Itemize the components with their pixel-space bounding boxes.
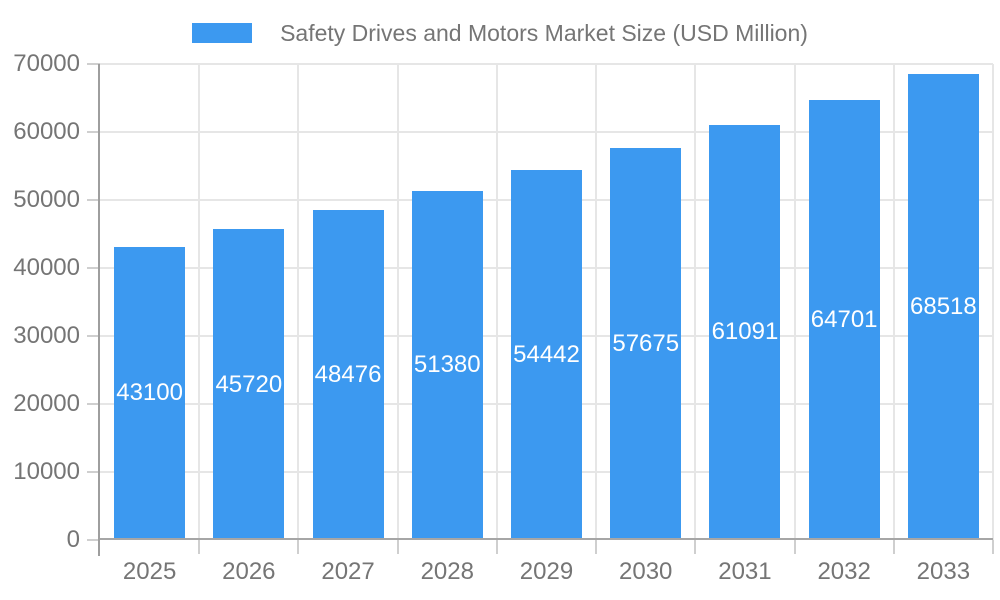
- x-axis-tick: [694, 540, 697, 554]
- bar-value-label: 54442: [513, 340, 580, 368]
- y-axis-label: 20000: [13, 390, 80, 417]
- bar-2031[interactable]: [709, 124, 781, 540]
- vertical-gridline: [892, 64, 895, 540]
- y-axis-tick: [87, 63, 100, 65]
- y-axis-tick: [87, 199, 100, 201]
- y-axis-tick: [87, 267, 100, 269]
- bar-value-label: 45720: [215, 370, 283, 398]
- bar-2029[interactable]: [511, 169, 582, 540]
- bar-value-label: 43100: [116, 379, 183, 407]
- legend-label: Safety Drives and Motors Market Size (US…: [280, 19, 808, 46]
- x-axis-label-2026: 2026: [222, 558, 276, 585]
- bar-2033[interactable]: [907, 74, 979, 540]
- vertical-gridline: [495, 64, 498, 540]
- y-axis-label: 40000: [13, 254, 80, 281]
- y-axis-tick: [87, 335, 100, 337]
- horizontal-gridline: [100, 131, 993, 133]
- vertical-gridline: [396, 64, 399, 540]
- x-axis-label-2032: 2032: [817, 558, 871, 585]
- x-axis-label-2031: 2031: [718, 558, 772, 585]
- x-axis-tick: [992, 540, 994, 554]
- y-axis-tick: [87, 539, 100, 541]
- bar-2030[interactable]: [610, 147, 682, 540]
- y-axis-label: 0: [66, 526, 80, 553]
- legend-swatch[interactable]: [192, 23, 253, 43]
- y-axis-tick: [87, 471, 100, 473]
- x-axis-tick: [495, 540, 498, 554]
- y-axis-label: 60000: [13, 118, 80, 145]
- x-axis-tick: [297, 540, 300, 554]
- bar-2025[interactable]: [114, 246, 186, 540]
- vertical-gridline: [992, 64, 994, 540]
- bar-2028[interactable]: [411, 190, 483, 540]
- bar-value-label: 68518: [910, 293, 977, 321]
- y-axis-label: 10000: [13, 458, 80, 485]
- x-axis-tick: [595, 540, 598, 554]
- bar-2027[interactable]: [312, 210, 384, 540]
- x-axis-tick: [892, 540, 895, 554]
- x-axis-label-2025: 2025: [122, 558, 177, 585]
- bar-value-label: 48476: [314, 361, 382, 389]
- bar-value-label: 64701: [810, 306, 878, 334]
- bar-2026[interactable]: [213, 229, 285, 540]
- x-axis-label-2028: 2028: [420, 558, 474, 585]
- x-axis-label-2030: 2030: [619, 558, 673, 585]
- y-axis-tick: [87, 131, 100, 133]
- y-axis-label: 30000: [13, 322, 80, 349]
- bar-2032[interactable]: [808, 100, 880, 540]
- vertical-gridline: [198, 64, 201, 540]
- y-axis-tick: [87, 403, 100, 405]
- bar-value-label: 57675: [612, 329, 680, 357]
- legend[interactable]: Safety Drives and Motors Market Size (US…: [0, 18, 1000, 48]
- vertical-gridline: [793, 64, 796, 540]
- x-axis-tick: [396, 540, 399, 554]
- vertical-gridline: [694, 64, 697, 540]
- y-axis-line: [98, 64, 100, 556]
- x-axis-label-2033: 2033: [916, 558, 971, 585]
- horizontal-gridline: [100, 63, 993, 65]
- plot-area: 0 10000 20000 30000 40000 50000 60000 70000 4310…: [13, 50, 994, 585]
- x-axis-tick: [793, 540, 796, 554]
- x-axis-line: [100, 538, 993, 540]
- y-axis-label: 70000: [13, 50, 80, 77]
- y-axis-label: 50000: [13, 186, 80, 213]
- x-axis-tick: [198, 540, 201, 554]
- vertical-gridline: [297, 64, 300, 540]
- bar-value-label: 61091: [711, 318, 779, 346]
- bar-value-label: 51380: [413, 351, 481, 379]
- x-axis-label-2029: 2029: [519, 558, 574, 585]
- vertical-gridline: [595, 64, 598, 540]
- x-axis-label-2027: 2027: [321, 558, 375, 585]
